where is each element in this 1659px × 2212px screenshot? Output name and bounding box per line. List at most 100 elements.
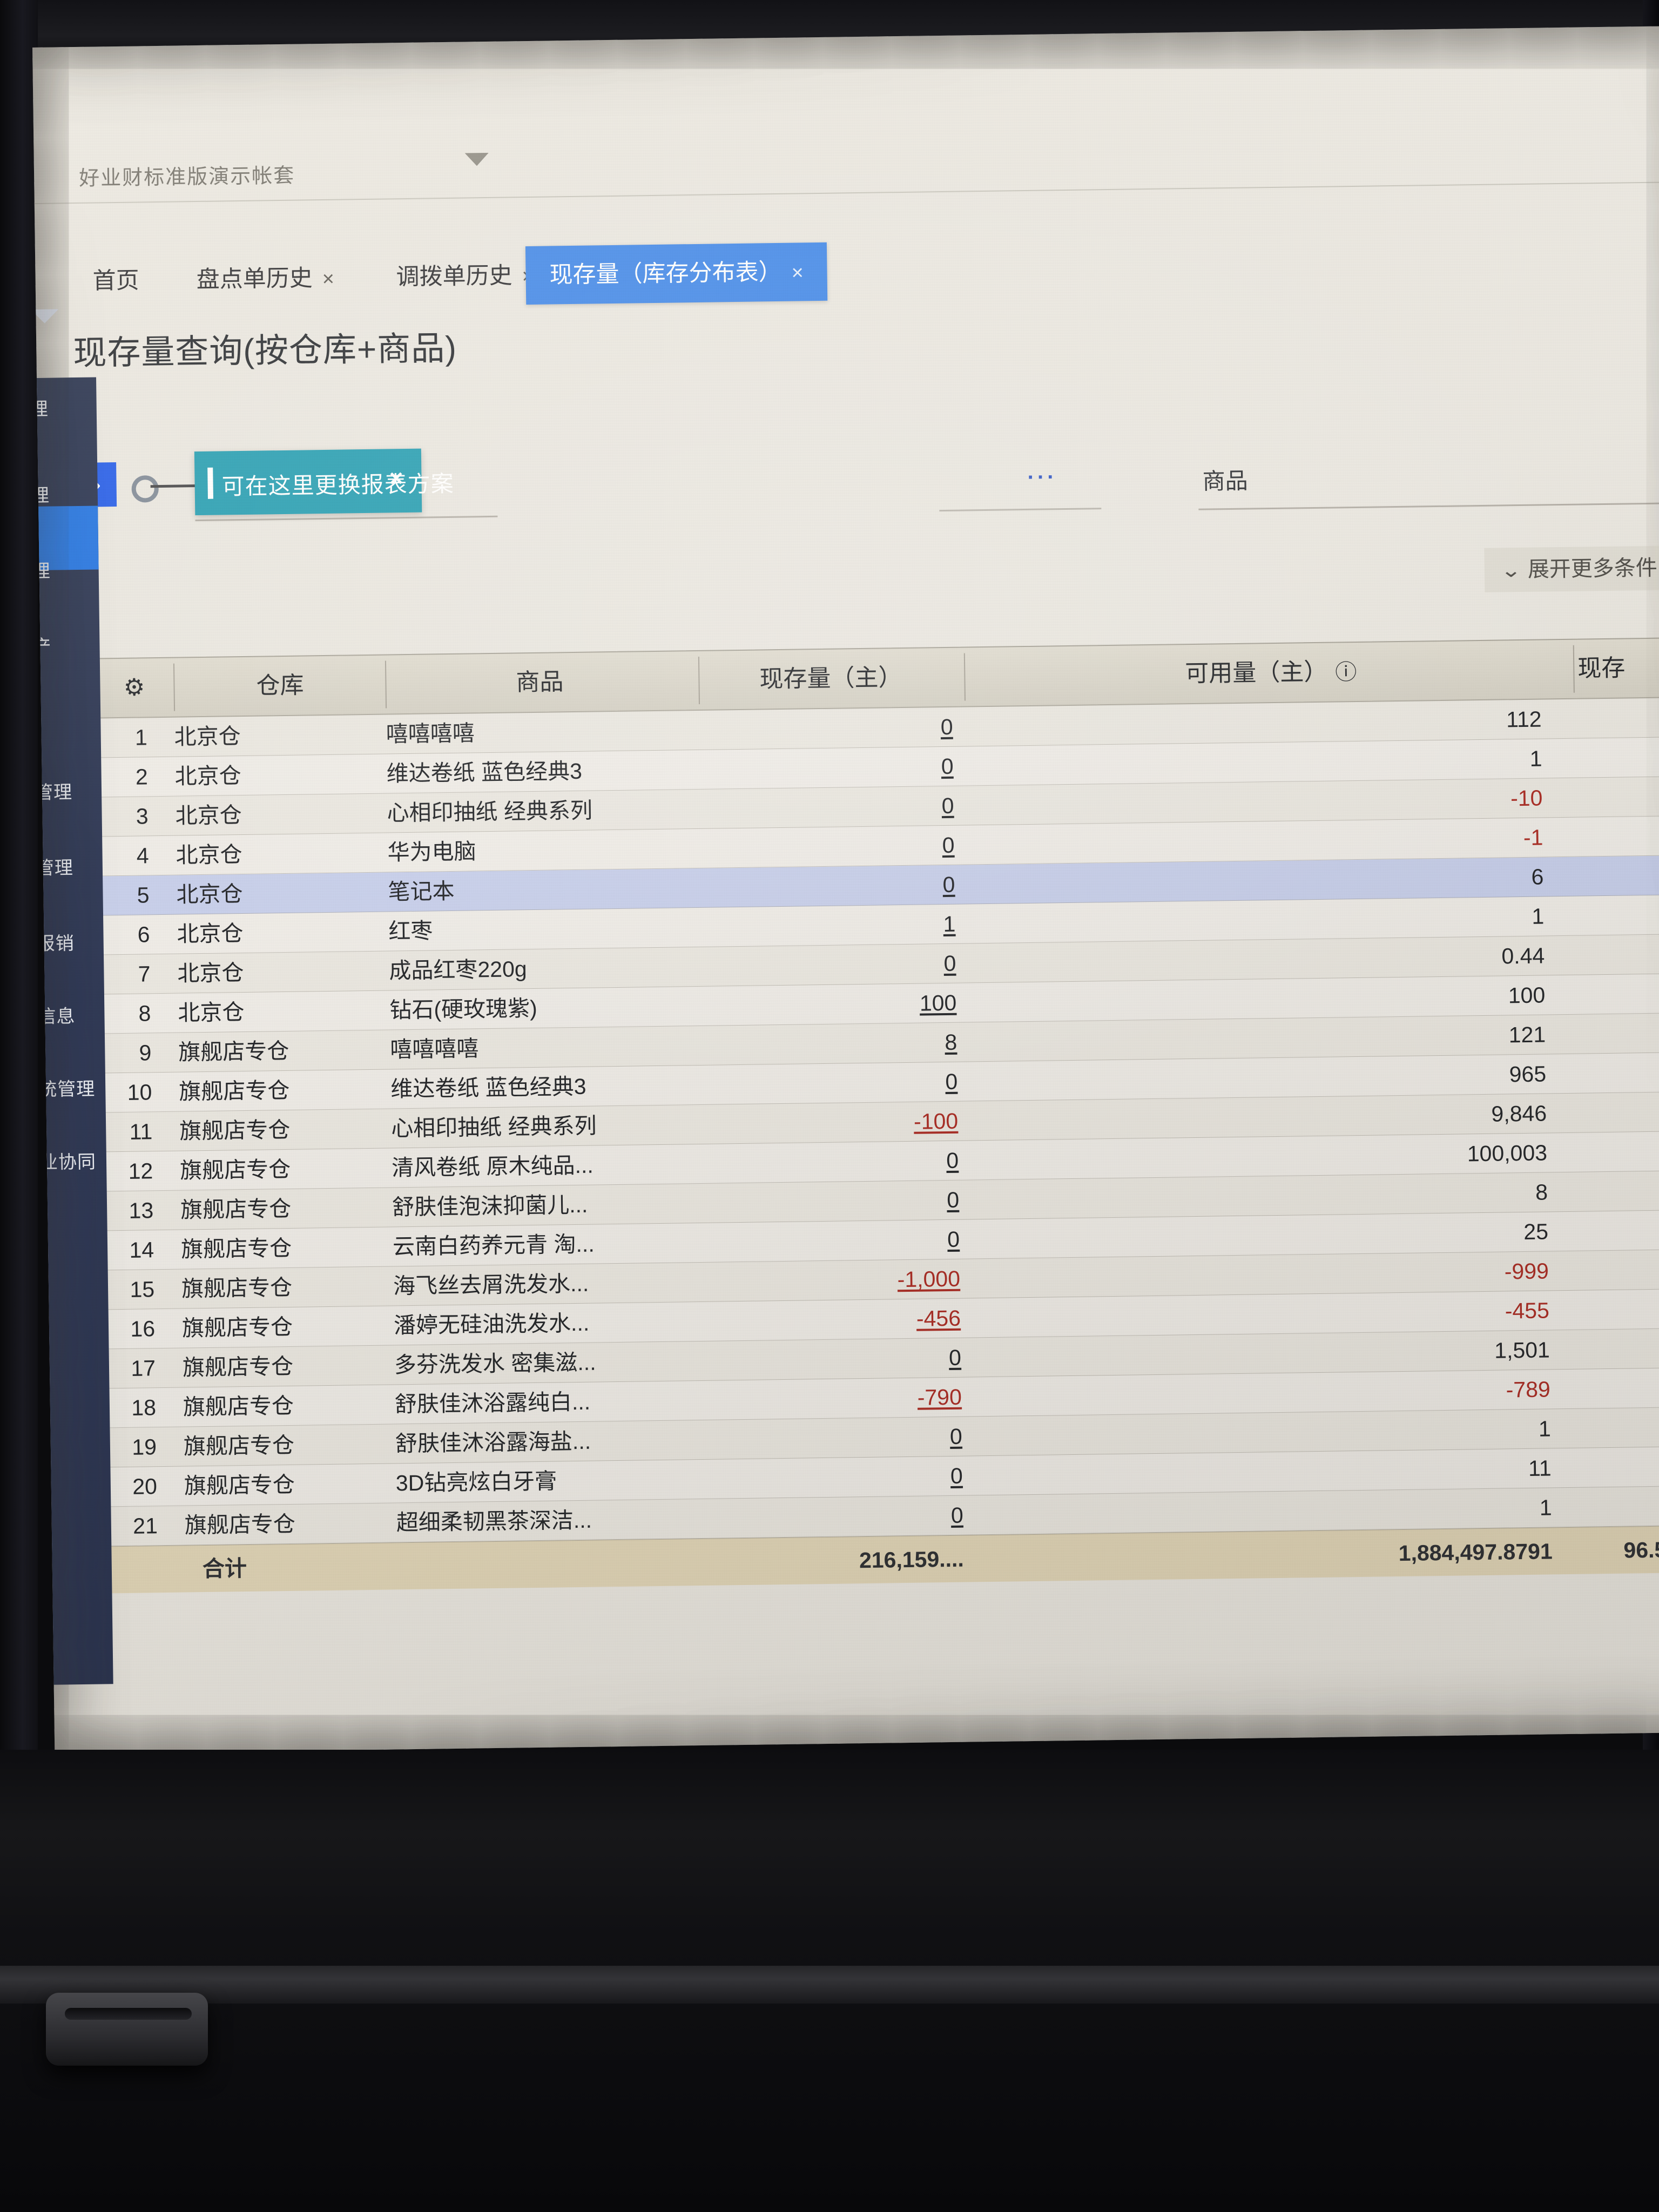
- expand-more-conditions-button[interactable]: ⌄ 展开更多条件: [1484, 545, 1659, 592]
- tab-inventory-distribution[interactable]: 现存量（库存分布表） ×: [525, 242, 828, 305]
- column-header-current-qty[interactable]: 现存量（主）: [759, 664, 902, 693]
- cell-available-qty: 6: [1531, 864, 1544, 889]
- cell-product: 心相印抽纸 经典系列: [390, 1113, 597, 1141]
- column-header-available-qty[interactable]: 可用量（主） ⓘ: [979, 640, 1563, 706]
- triangle-down-icon: [32, 309, 59, 324]
- total-label: 合计: [202, 1556, 247, 1582]
- cell-warehouse: 北京仓: [174, 763, 241, 789]
- scheme-node-dot: [131, 475, 159, 503]
- cell-available-qty: 25: [1523, 1219, 1549, 1245]
- close-icon[interactable]: ×: [389, 465, 403, 492]
- cell-current-qty[interactable]: 0: [946, 1148, 959, 1174]
- tab-bar: 首页 盘点单历史 × 调拨单历史× 现存量（库存分布表） ×: [77, 232, 1644, 312]
- cell-product: 维达卷纸 蓝色经典3: [390, 1074, 586, 1102]
- tab-home[interactable]: 首页: [92, 251, 139, 310]
- sidebar-item-7[interactable]: 信息: [37, 1001, 76, 1028]
- row-index: 4: [136, 843, 149, 868]
- cell-product: 笔记本: [388, 878, 455, 905]
- tab-stocktake-history[interactable]: 盘点单历史 ×: [196, 249, 335, 309]
- sidebar-item-4[interactable]: 管理: [35, 777, 73, 804]
- cell-current-qty[interactable]: 0: [945, 1069, 958, 1095]
- cell-current-qty[interactable]: 0: [950, 1502, 964, 1528]
- cell-extra: [1590, 698, 1659, 738]
- more-options-icon[interactable]: ···: [1027, 465, 1057, 489]
- row-index: 20: [132, 1474, 158, 1499]
- product-filter-underline[interactable]: [1198, 502, 1659, 510]
- cell-available-qty: -789: [1506, 1377, 1551, 1402]
- cell-product: 红枣: [388, 918, 433, 944]
- cell-extra: [1591, 777, 1659, 817]
- cell-current-qty[interactable]: -456: [916, 1305, 961, 1331]
- sidebar-item-9[interactable]: 业协同: [39, 1147, 97, 1174]
- cell-product: 心相印抽纸 经典系列: [387, 798, 593, 826]
- cell-current-qty[interactable]: -100: [913, 1108, 959, 1134]
- chevron-double-down-icon: ⌄: [1500, 558, 1522, 582]
- row-index: 13: [129, 1198, 154, 1223]
- total-available-qty: 1,884,497.8791: [1398, 1539, 1553, 1566]
- cell-current-qty[interactable]: -1,000: [897, 1266, 961, 1292]
- row-index: 8: [138, 1001, 151, 1026]
- gear-icon[interactable]: ⚙: [123, 674, 145, 701]
- cell-available-qty: 100: [1508, 982, 1546, 1008]
- cell-extra: [1590, 737, 1659, 777]
- cell-current-qty[interactable]: 0: [949, 1424, 963, 1449]
- cell-warehouse: 旗舰店专仓: [179, 1077, 290, 1104]
- sidebar-item-6[interactable]: 报销: [36, 928, 75, 955]
- row-index: 3: [136, 804, 149, 829]
- cell-current-qty[interactable]: 0: [940, 714, 953, 740]
- tab-label: 现存量（库存分布表）: [549, 259, 782, 288]
- cell-available-qty: 11: [1528, 1455, 1552, 1481]
- column-header-extra[interactable]: 现存: [1577, 655, 1626, 682]
- cell-warehouse: 旗舰店专仓: [181, 1314, 293, 1341]
- row-index: 21: [132, 1513, 158, 1539]
- chevron-down-icon[interactable]: [464, 152, 489, 166]
- cell-available-qty: 121: [1508, 1022, 1546, 1048]
- cell-current-qty[interactable]: 0: [941, 793, 954, 819]
- expand-more-label: 展开更多条件: [1527, 556, 1658, 582]
- tab-close-icon[interactable]: ×: [791, 261, 804, 285]
- monitor-bezel-left: [0, 0, 38, 1793]
- row-index: 7: [138, 961, 151, 987]
- cell-product: 云南白药养元青 淘...: [392, 1231, 595, 1259]
- cell-current-qty[interactable]: 0: [942, 832, 955, 858]
- cell-current-qty[interactable]: 0: [948, 1345, 962, 1370]
- tab-close-icon[interactable]: ×: [322, 267, 335, 291]
- cell-extra: [1595, 1053, 1659, 1092]
- cell-product: 维达卷纸 蓝色经典3: [386, 758, 583, 786]
- cell-available-qty: -1: [1523, 825, 1543, 850]
- cell-extra: 0: [1600, 1486, 1659, 1526]
- cell-available-qty: 1: [1539, 1495, 1552, 1520]
- cell-available-qty: -10: [1510, 785, 1543, 811]
- cell-current-qty[interactable]: 0: [946, 1187, 960, 1213]
- sidebar-item-8[interactable]: 统管理: [38, 1074, 96, 1101]
- tab-transfer-history[interactable]: 调拨单历史×: [396, 246, 535, 306]
- cell-current-qty[interactable]: 1: [943, 911, 956, 937]
- cell-warehouse: 北京仓: [175, 802, 242, 828]
- scheme-tooltip[interactable]: 可在这里更换报表方案 ×: [194, 448, 454, 516]
- cell-product: 成品红枣220g: [389, 956, 527, 983]
- sidebar-item-5[interactable]: 管理: [36, 853, 74, 880]
- cell-warehouse: 旗舰店专仓: [180, 1196, 292, 1223]
- cell-current-qty[interactable]: 0: [947, 1226, 960, 1252]
- cell-current-qty[interactable]: 0: [942, 872, 955, 898]
- cell-warehouse: 旗舰店专仓: [183, 1432, 295, 1459]
- table-body: 1 北京仓 嘻嘻嘻嘻 0 112 2 北京仓 维达卷纸 蓝色经典3 0 1 3 北京仓 心相印抽纸 经典…: [83, 697, 1659, 1547]
- cell-warehouse: 旗舰店专仓: [180, 1235, 292, 1262]
- cell-current-qty[interactable]: 8: [945, 1029, 957, 1055]
- tooltip-text: 可在这里更换报表方案: [221, 470, 454, 500]
- cell-product: 华为电脑: [387, 839, 476, 865]
- cell-extra: [1596, 1210, 1659, 1250]
- monitor-screen-area: 理 理 理 产 管理 管理 报销 信息 统管理 业协同 好业财标准版演示帐套: [32, 26, 1659, 1765]
- column-header-product[interactable]: 商品: [516, 669, 564, 696]
- account-name[interactable]: 好业财标准版演示帐套: [78, 164, 295, 190]
- cell-warehouse: 旗舰店专仓: [178, 1038, 289, 1065]
- column-header-warehouse[interactable]: 仓库: [256, 672, 304, 699]
- question-circle-icon[interactable]: ⓘ: [1335, 660, 1357, 685]
- cell-current-qty[interactable]: 0: [941, 753, 954, 779]
- cell-current-qty[interactable]: 0: [950, 1463, 963, 1488]
- cell-current-qty[interactable]: -790: [917, 1384, 962, 1410]
- product-filter-label: 商品: [1202, 468, 1249, 494]
- cell-current-qty[interactable]: 100: [919, 990, 957, 1016]
- scheme-field-underline: [195, 515, 498, 522]
- cell-current-qty[interactable]: 0: [943, 950, 956, 976]
